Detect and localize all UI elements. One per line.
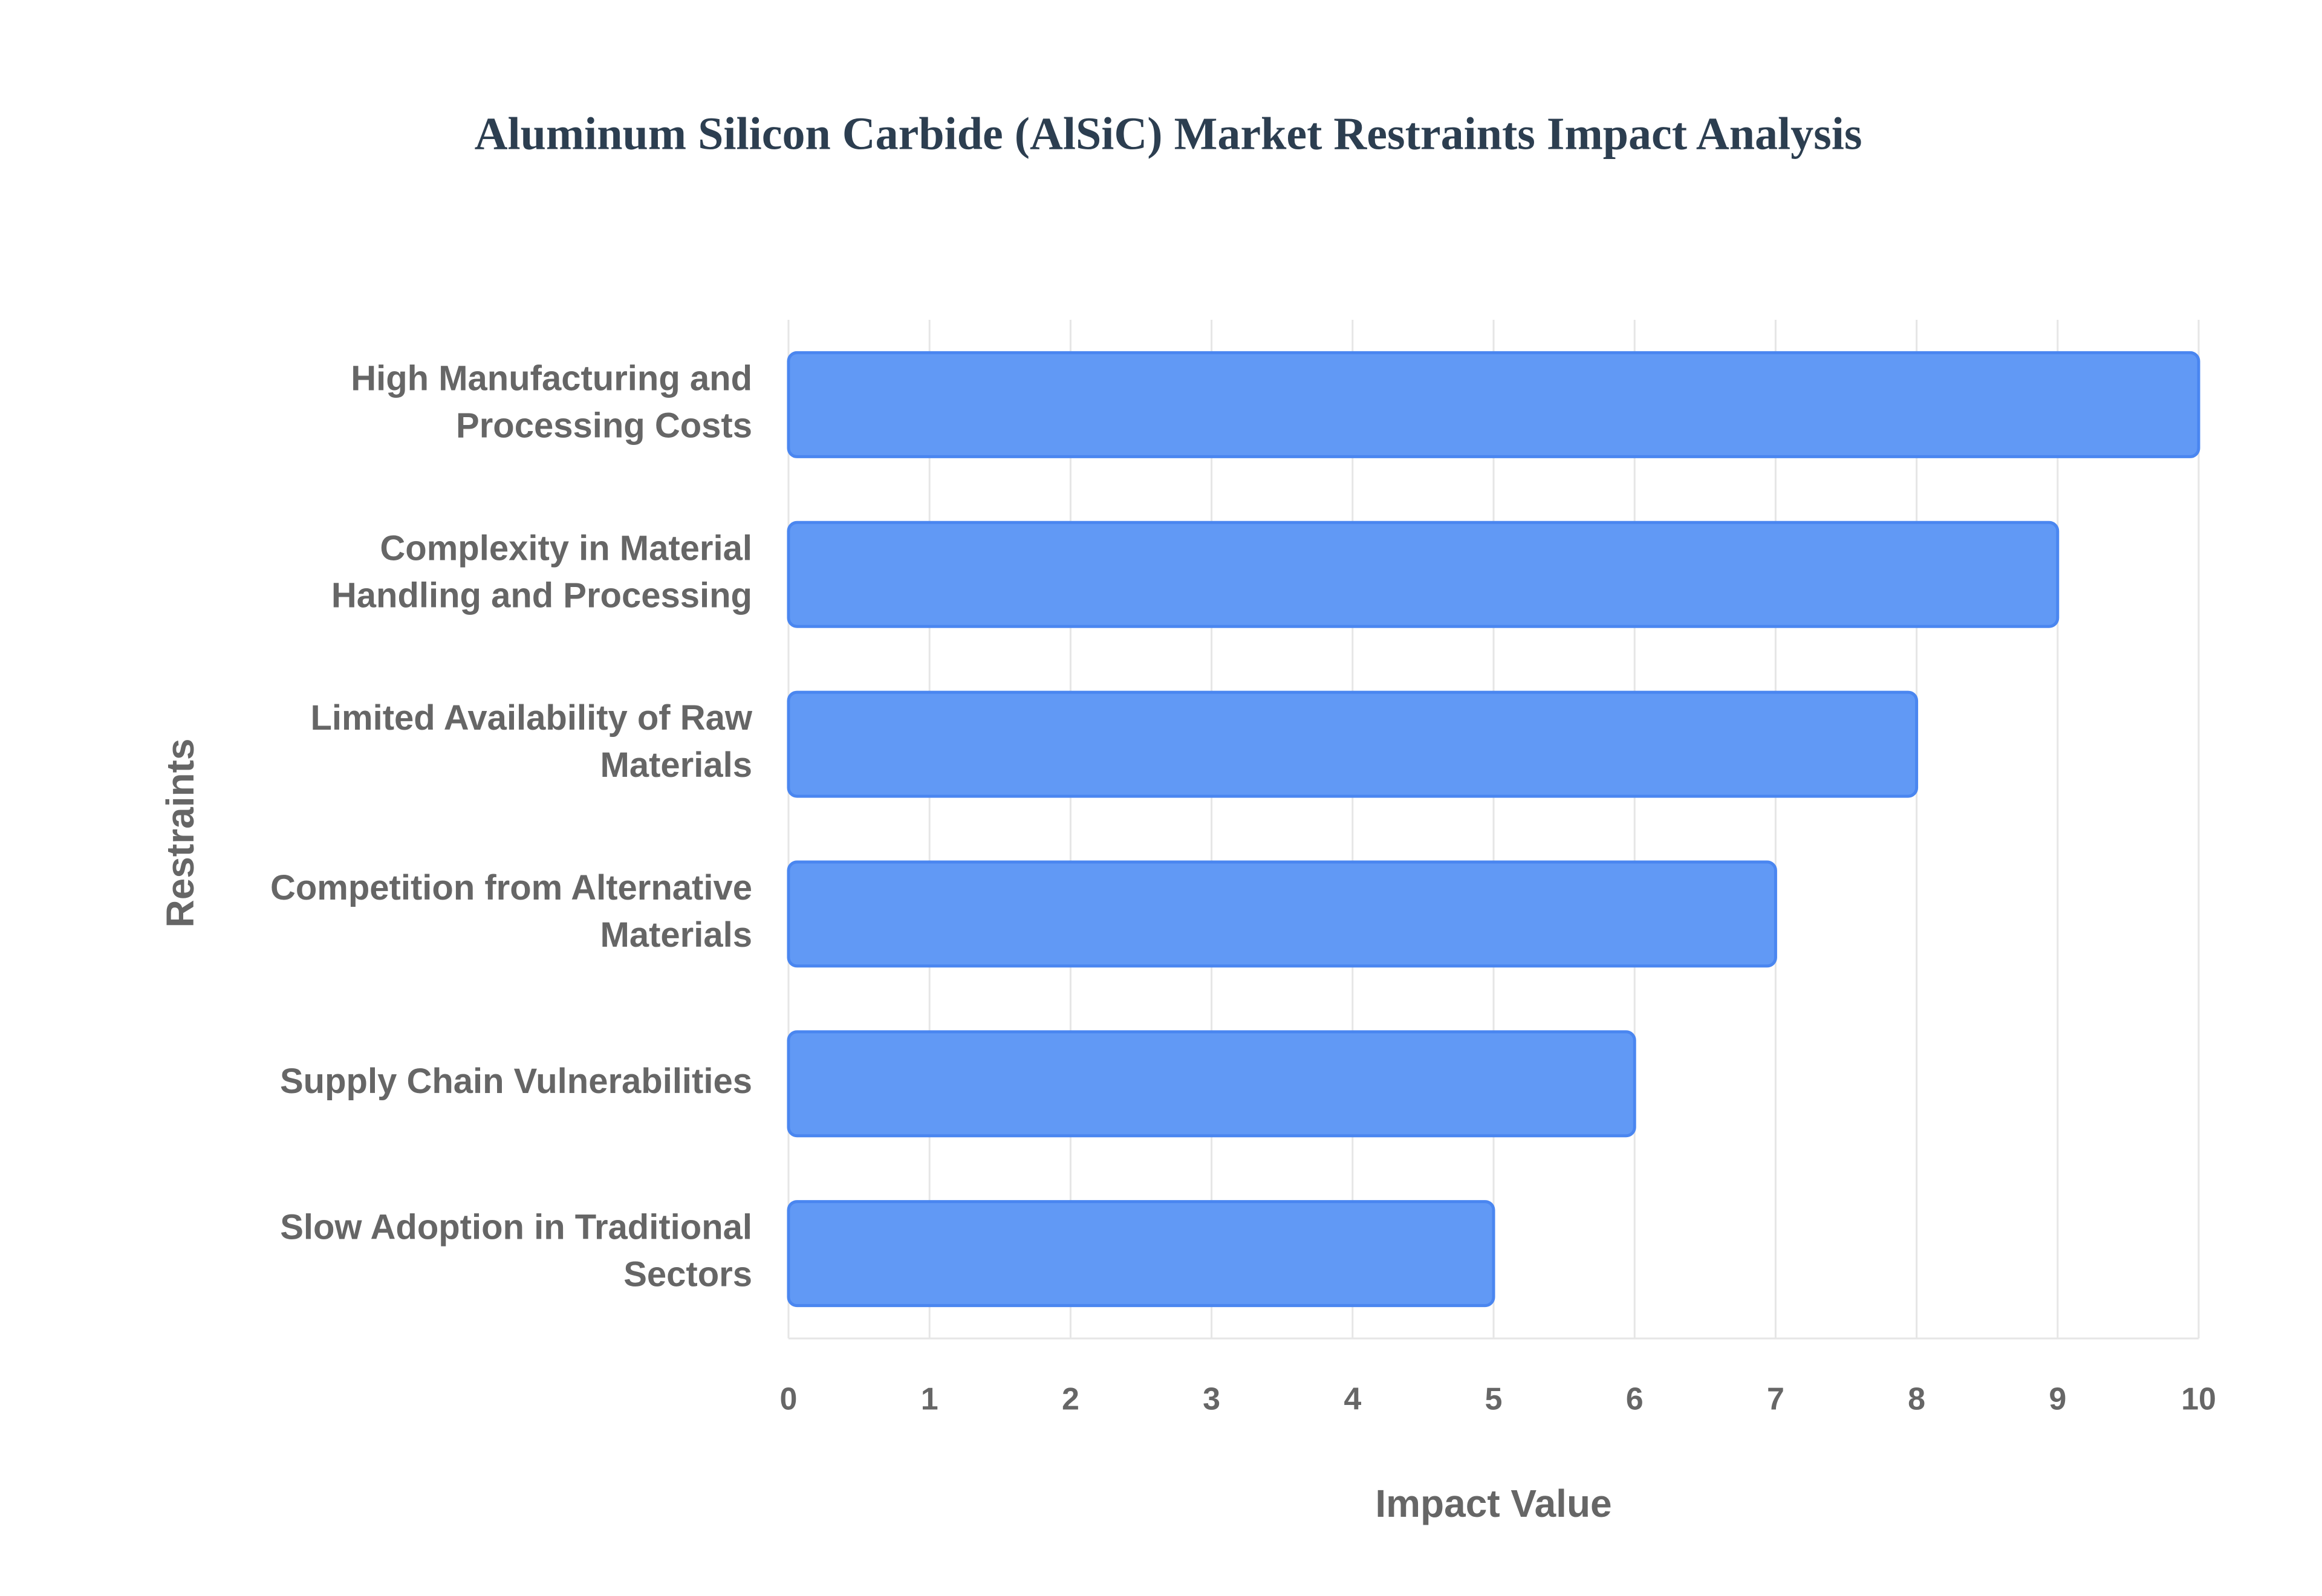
x-tick-label: 9	[2049, 1382, 2066, 1417]
y-axis-title: Restraints	[158, 739, 202, 928]
bar	[787, 351, 2200, 458]
x-tick-label: 6	[1626, 1382, 1644, 1417]
y-tick-label: Supply Chain Vulnerabilities	[280, 1062, 752, 1101]
y-tick-label: Slow Adoption in Traditional Sectors	[280, 1208, 752, 1294]
x-tick-label: 3	[1203, 1382, 1220, 1417]
bar	[787, 1030, 1636, 1138]
x-tick-label: 7	[1767, 1382, 1784, 1417]
x-tick-label: 2	[1062, 1382, 1079, 1417]
x-tick-label: 1	[921, 1382, 938, 1417]
x-tick-label: 5	[1485, 1382, 1503, 1417]
y-tick-label: Complexity in Material Handling and Proce…	[331, 529, 752, 615]
bar	[787, 690, 1919, 798]
x-tick-label: 8	[1908, 1382, 1925, 1417]
chart-title: Aluminum Silicon Carbide (AlSiC) Market …	[475, 108, 1862, 159]
y-tick-label: High Manufacturing and Processing Costs	[351, 359, 752, 446]
x-axis-title: Impact Value	[1375, 1482, 1611, 1525]
y-tick-label: Limited Availability of Raw Materials	[311, 698, 753, 785]
x-tick-label: 0	[780, 1382, 798, 1417]
x-tick-label: 4	[1344, 1382, 1361, 1417]
bar	[787, 521, 2060, 628]
bar	[787, 860, 1777, 968]
x-tick-label: 10	[2181, 1382, 2216, 1417]
bar	[787, 1200, 1495, 1308]
y-tick-label: Competition from Alternative Materials	[270, 868, 752, 955]
